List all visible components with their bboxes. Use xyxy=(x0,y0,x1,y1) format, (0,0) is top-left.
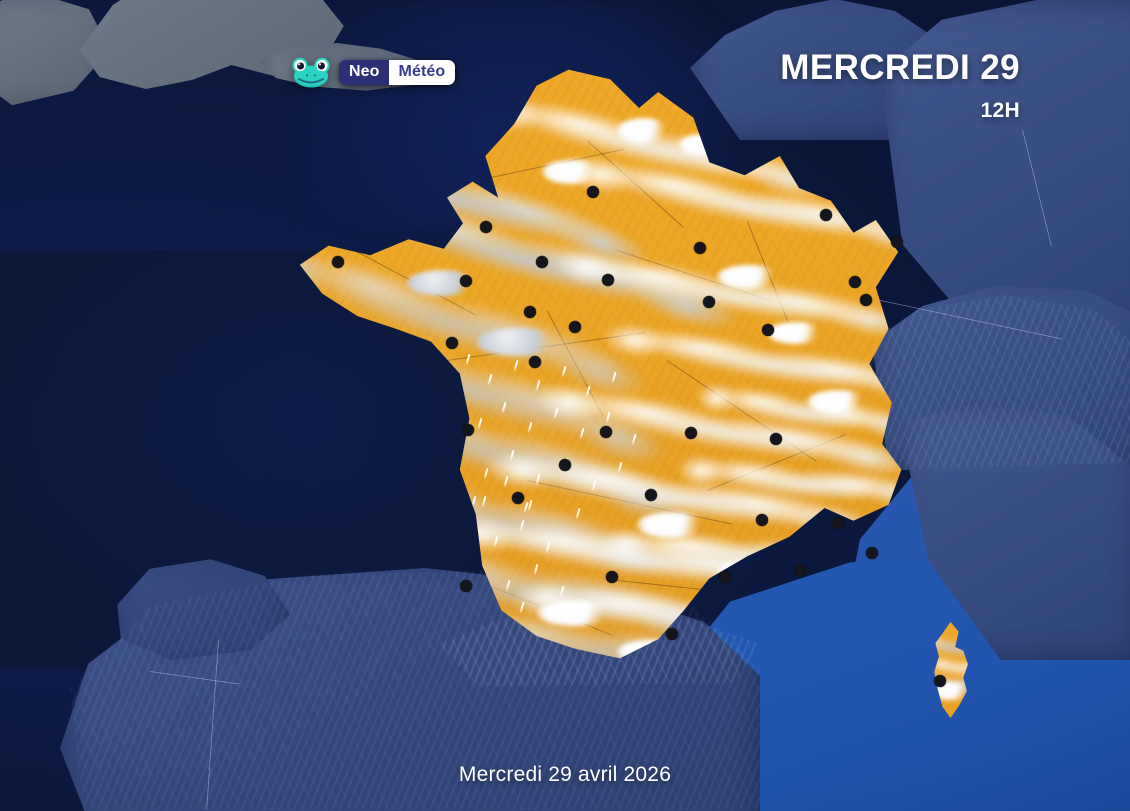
city-dot-bordeaux[interactable] xyxy=(512,492,524,504)
brand-name-right: Météo xyxy=(388,59,456,85)
city-dot-le-mans[interactable] xyxy=(524,306,536,318)
city-dot-brest[interactable] xyxy=(332,256,344,268)
city-dot-nancy[interactable] xyxy=(849,276,861,288)
city-dot-clermont[interactable] xyxy=(645,489,657,501)
city-dot-moulins[interactable] xyxy=(685,427,697,439)
city-dot-orleans[interactable] xyxy=(569,321,581,333)
city-dot-toulouse[interactable] xyxy=(606,571,618,583)
city-dot-nice[interactable] xyxy=(866,547,878,559)
brand-logo[interactable]: Neo Météo xyxy=(289,56,456,88)
city-dot-caen[interactable] xyxy=(480,221,492,233)
city-dot-lyon[interactable] xyxy=(770,433,782,445)
city-dot-lille[interactable] xyxy=(587,186,599,198)
city-dot-reims[interactable] xyxy=(694,242,706,254)
city-dot-dijon[interactable] xyxy=(762,324,774,336)
city-dot-strasbourg[interactable] xyxy=(891,236,903,248)
brand-pill: Neo Météo xyxy=(339,59,456,85)
city-dot-ajaccio[interactable] xyxy=(934,675,946,687)
city-dot-grenoble[interactable] xyxy=(832,517,844,529)
city-dot-rouen[interactable] xyxy=(536,256,548,268)
city-dot-bourges[interactable] xyxy=(600,426,612,438)
city-dot-mulhouse[interactable] xyxy=(860,294,872,306)
city-dot-troyes[interactable] xyxy=(703,296,715,308)
city-dot-nimes[interactable] xyxy=(756,514,768,526)
city-dot-nantes[interactable] xyxy=(446,337,458,349)
headline-hour: 12H xyxy=(980,99,1020,122)
brand-name-left: Neo xyxy=(339,59,389,85)
headline-day: MERCREDI 29 xyxy=(780,48,1020,87)
city-dot-la-rochelle[interactable] xyxy=(462,424,474,436)
city-dot-limoges[interactable] xyxy=(559,459,571,471)
city-dot-rennes[interactable] xyxy=(460,275,472,287)
footer-date: Mercredi 29 avril 2026 xyxy=(458,763,672,786)
city-dot-biarritz[interactable] xyxy=(460,580,472,592)
city-dot-tours[interactable] xyxy=(529,356,541,368)
city-dot-metz[interactable] xyxy=(820,209,832,221)
city-dot-marseille[interactable] xyxy=(794,564,806,576)
city-dot-perpignan[interactable] xyxy=(666,628,678,640)
city-dot-paris[interactable] xyxy=(602,274,614,286)
frog-icon xyxy=(292,57,330,88)
city-dot-montpellier[interactable] xyxy=(719,571,731,583)
headline-block: MERCREDI 29 12H xyxy=(780,50,1020,123)
